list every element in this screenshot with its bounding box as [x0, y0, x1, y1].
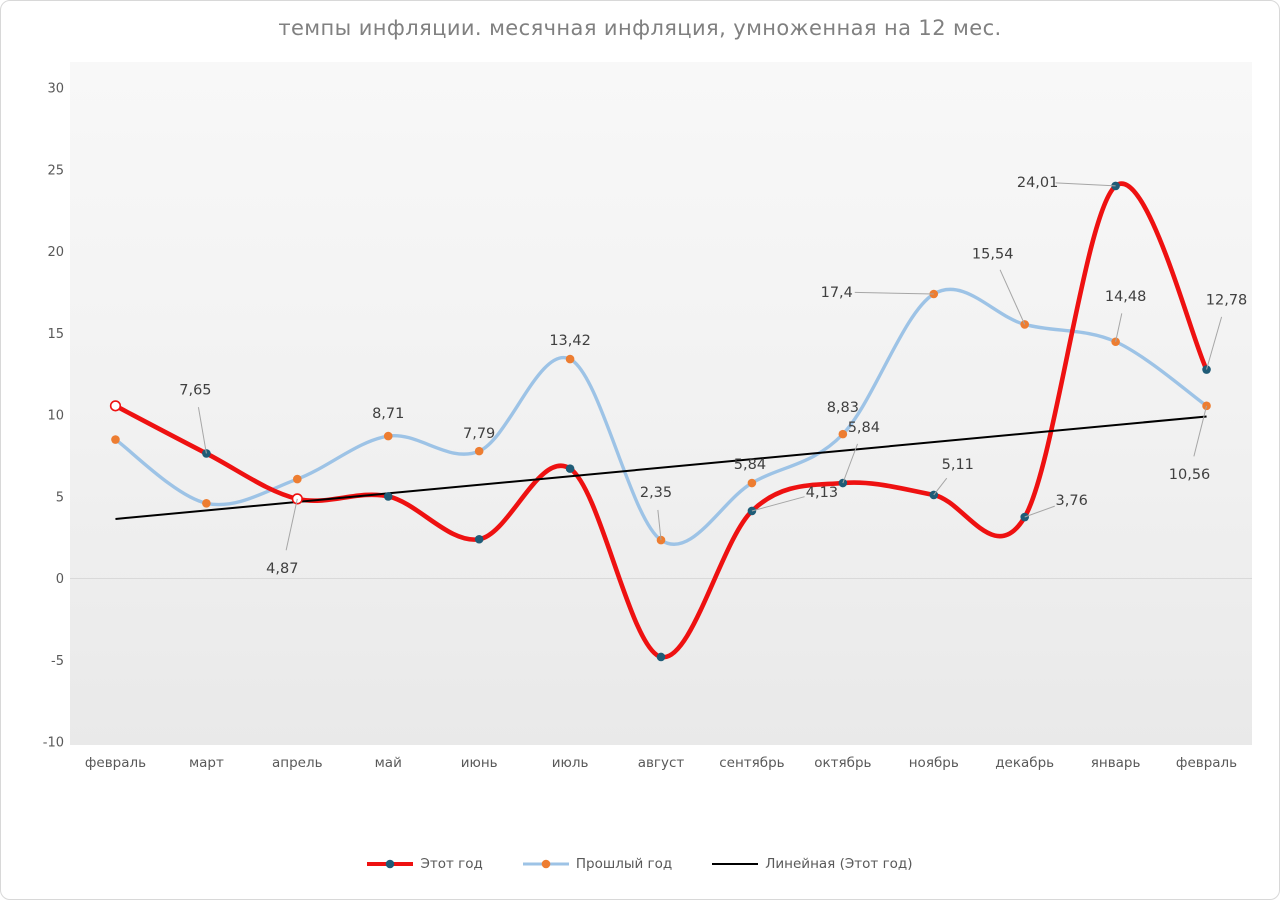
y-axis-tick-label: 25 [47, 163, 64, 178]
y-axis-tick-label: 0 [56, 572, 64, 587]
data-label: 7,65 [179, 382, 211, 398]
data-label-leader-line [933, 477, 948, 496]
this-year-open-marker [109, 400, 122, 412]
x-axis-category-label: февраль [85, 755, 146, 771]
this-year-point-marker [565, 464, 575, 473]
chart-title: темпы инфляции. месячная инфляция, умнож… [278, 16, 1002, 40]
last-year-point-marker [565, 354, 575, 364]
data-label: 5,84 [848, 420, 880, 436]
legend-label-trendline: Линейная (Этот год) [765, 856, 913, 872]
last-year-legend-swatch [522, 859, 569, 869]
x-axis-category-label: май [375, 755, 402, 771]
data-label-leader-line [285, 498, 298, 551]
data-label: 8,71 [372, 406, 404, 422]
x-axis-category-label: октябрь [814, 755, 871, 771]
x-axis-category-label: февраль [1176, 755, 1237, 771]
x-axis-category-label: август [638, 755, 685, 771]
data-label-leader-line [1024, 505, 1055, 518]
last-year-point-marker [1111, 337, 1120, 347]
data-label: 8,83 [827, 400, 859, 416]
y-axis-tick-label: -10 [43, 736, 64, 751]
this-year-point-marker [383, 492, 393, 501]
last-year-point-marker [383, 431, 393, 441]
last-year-point-marker [293, 474, 302, 484]
data-label-leader-line [1055, 182, 1116, 187]
last-year-point-marker [474, 446, 484, 456]
legend-label-last-year: Прошлый год [575, 856, 673, 872]
trendline-legend-swatch [712, 863, 759, 865]
legend-item-this-year: Этот год [367, 856, 483, 872]
x-axis-category-label: сентябрь [719, 755, 784, 771]
data-label: 4,13 [806, 485, 838, 501]
x-axis-category-label: ноябрь [909, 755, 959, 771]
y-axis-tick-label: -5 [51, 654, 64, 669]
last-year-point-marker [111, 435, 120, 444]
data-label-leader-line [197, 407, 207, 454]
data-label-leader-line [999, 269, 1026, 325]
data-label: 10,56 [1169, 467, 1211, 483]
x-axis-category-label: январь [1091, 755, 1141, 771]
data-label: 3,76 [1056, 493, 1088, 509]
data-label: 17,4 [821, 285, 853, 301]
y-axis-tick-label: 30 [47, 82, 64, 97]
last-year-point-marker [838, 429, 848, 439]
data-label: 15,54 [972, 246, 1014, 262]
data-label: 24,01 [1017, 175, 1059, 191]
y-axis-tick-label: 15 [47, 327, 64, 342]
legend-label-this-year: Этот год [420, 856, 483, 872]
x-axis-category-label: март [189, 755, 224, 771]
data-label: 5,84 [734, 457, 766, 473]
this-year-point-marker [656, 652, 666, 662]
last-year-point-marker [747, 478, 757, 488]
chart-legend: Этот год Прошлый год Линейная (Этот год) [0, 856, 1280, 872]
data-label: 5,11 [942, 457, 974, 473]
data-label: 7,79 [463, 426, 495, 442]
y-axis-tick-label: 10 [47, 409, 64, 424]
legend-item-trendline: Линейная (Этот год) [712, 856, 913, 872]
data-label-leader-line [854, 291, 934, 295]
y-axis-tick-label: 20 [47, 245, 64, 260]
this-year-point-marker [929, 490, 939, 500]
data-label: 13,42 [549, 333, 591, 349]
data-label: 14,48 [1105, 289, 1147, 305]
last-year-point-marker [202, 498, 211, 508]
data-label-leader-line [842, 443, 858, 484]
this-year-point-marker [474, 534, 484, 544]
data-label-leader-line [1115, 313, 1123, 342]
data-label: 2,35 [640, 485, 672, 501]
data-label: 4,87 [266, 561, 298, 577]
x-axis-category-label: апрель [272, 755, 323, 771]
this-year-legend-swatch [367, 859, 414, 869]
x-axis-category-label: декабрь [995, 755, 1054, 771]
data-label-leader-line [1193, 405, 1208, 457]
last-year-point-marker [1020, 320, 1029, 329]
y-axis-tick-label: 5 [56, 490, 64, 505]
plot-area [70, 62, 1252, 745]
data-label-leader-line [751, 496, 805, 512]
data-label-leader-line [1206, 316, 1223, 370]
data-label: 12,78 [1206, 293, 1248, 309]
legend-item-last-year: Прошлый год [522, 856, 673, 872]
this-year-point-marker [1202, 365, 1211, 374]
data-label-leader-line [657, 509, 662, 541]
x-axis-category-label: июнь [461, 755, 498, 771]
x-axis-category-label: июль [552, 755, 589, 771]
